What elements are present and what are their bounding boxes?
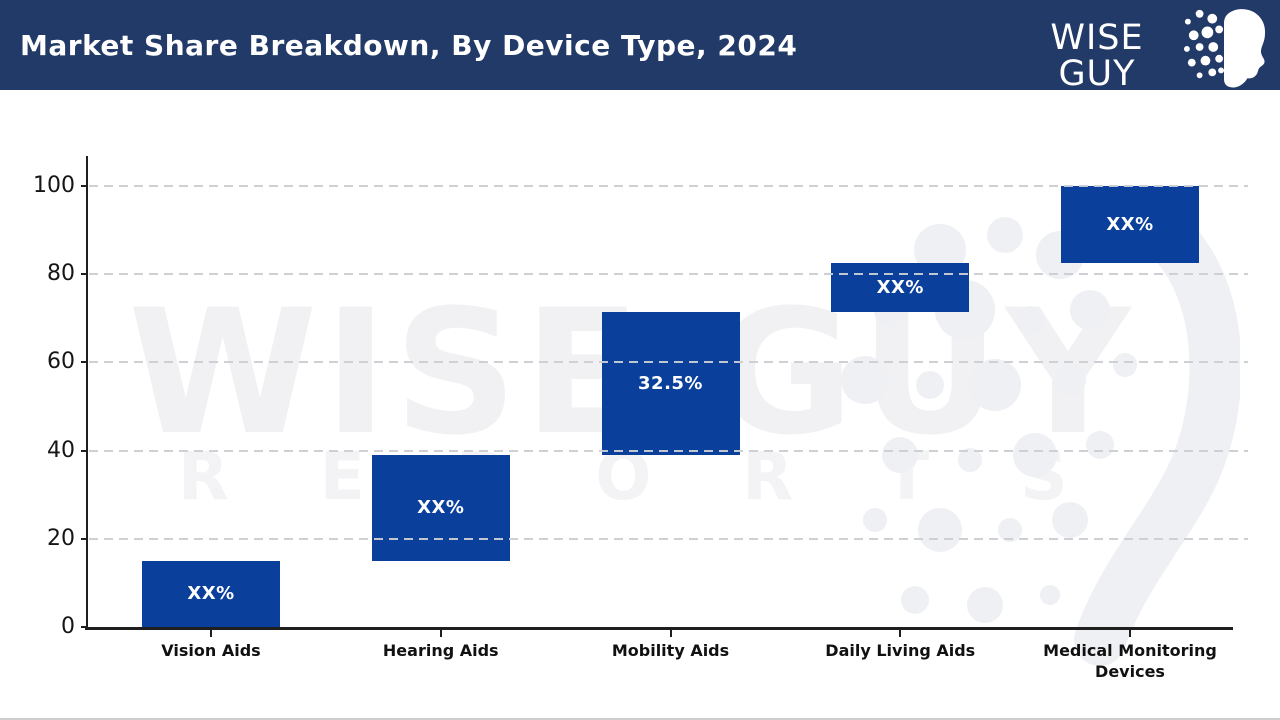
- wiseguy-logo-text: WISE GUY R E P O R T S: [1008, 20, 1186, 124]
- x-tick-label-medical-monitoring-devices: Medical Monitoring Devices: [1043, 641, 1217, 681]
- bar-daily-living-aids: XX%: [831, 263, 970, 312]
- bar-value-label-hearing-aids: XX%: [417, 497, 465, 519]
- y-tick-60: [81, 361, 88, 364]
- y-tick-label-20: 20: [47, 525, 75, 551]
- y-tick-label-60: 60: [47, 349, 75, 375]
- bar-value-label-medical-monitoring-devices: XX%: [1106, 214, 1154, 236]
- y-tick-40: [81, 449, 88, 452]
- y-tick-0: [81, 626, 88, 628]
- y-tick-label-100: 100: [33, 173, 75, 198]
- x-tick-label-vision-aids: Vision Aids: [161, 641, 261, 660]
- wiseguy-logo-name: WISE GUY: [1050, 18, 1144, 94]
- bar-hearing-aids: XX%: [371, 455, 510, 561]
- x-tick-label-daily-living-aids: Daily Living Aids: [825, 641, 976, 660]
- x-axis: [85, 627, 1233, 630]
- x-tick-label-hearing-aids: Hearing Aids: [382, 641, 499, 660]
- watermark-face-dots: [841, 204, 1240, 666]
- x-tick-daily-living-aids: [899, 630, 902, 637]
- wiseguy-logo-subtitle: R E P O R T S: [1014, 94, 1186, 124]
- x-tick-vision-aids: [210, 630, 212, 637]
- x-tick-medical-monitoring-devices: [1129, 630, 1131, 637]
- bar-vision-aids: XX%: [142, 560, 280, 627]
- wiseguy-face-icon: [1183, 9, 1266, 88]
- y-axis: [86, 156, 88, 630]
- y-tick-80: [81, 273, 88, 276]
- x-tick-mobility-aids: [669, 630, 672, 637]
- wiseguy-logo: WISE GUY R E P O R T S: [1008, 4, 1268, 124]
- page-title: Market Share Breakdown, By Device Type, …: [20, 28, 798, 62]
- bar-mobility-aids: 32.5%: [601, 311, 740, 455]
- y-tick-20: [81, 537, 88, 540]
- y-tick-label-0: 0: [61, 614, 75, 639]
- bar-medical-monitoring-devices: XX%: [1061, 186, 1199, 264]
- bar-value-label-mobility-aids: 32.5%: [638, 372, 703, 394]
- y-tick-label-80: 80: [47, 261, 75, 287]
- x-tick-label-mobility-aids: Mobility Aids: [611, 641, 730, 660]
- header-bar: Market Share Breakdown, By Device Type, …: [0, 0, 1280, 124]
- y-tick-100: [81, 185, 88, 187]
- bar-value-label-vision-aids: XX%: [187, 583, 235, 605]
- y-tick-label-40: 40: [47, 437, 75, 463]
- bar-value-label-daily-living-aids: XX%: [876, 276, 924, 298]
- x-tick-hearing-aids: [439, 630, 442, 637]
